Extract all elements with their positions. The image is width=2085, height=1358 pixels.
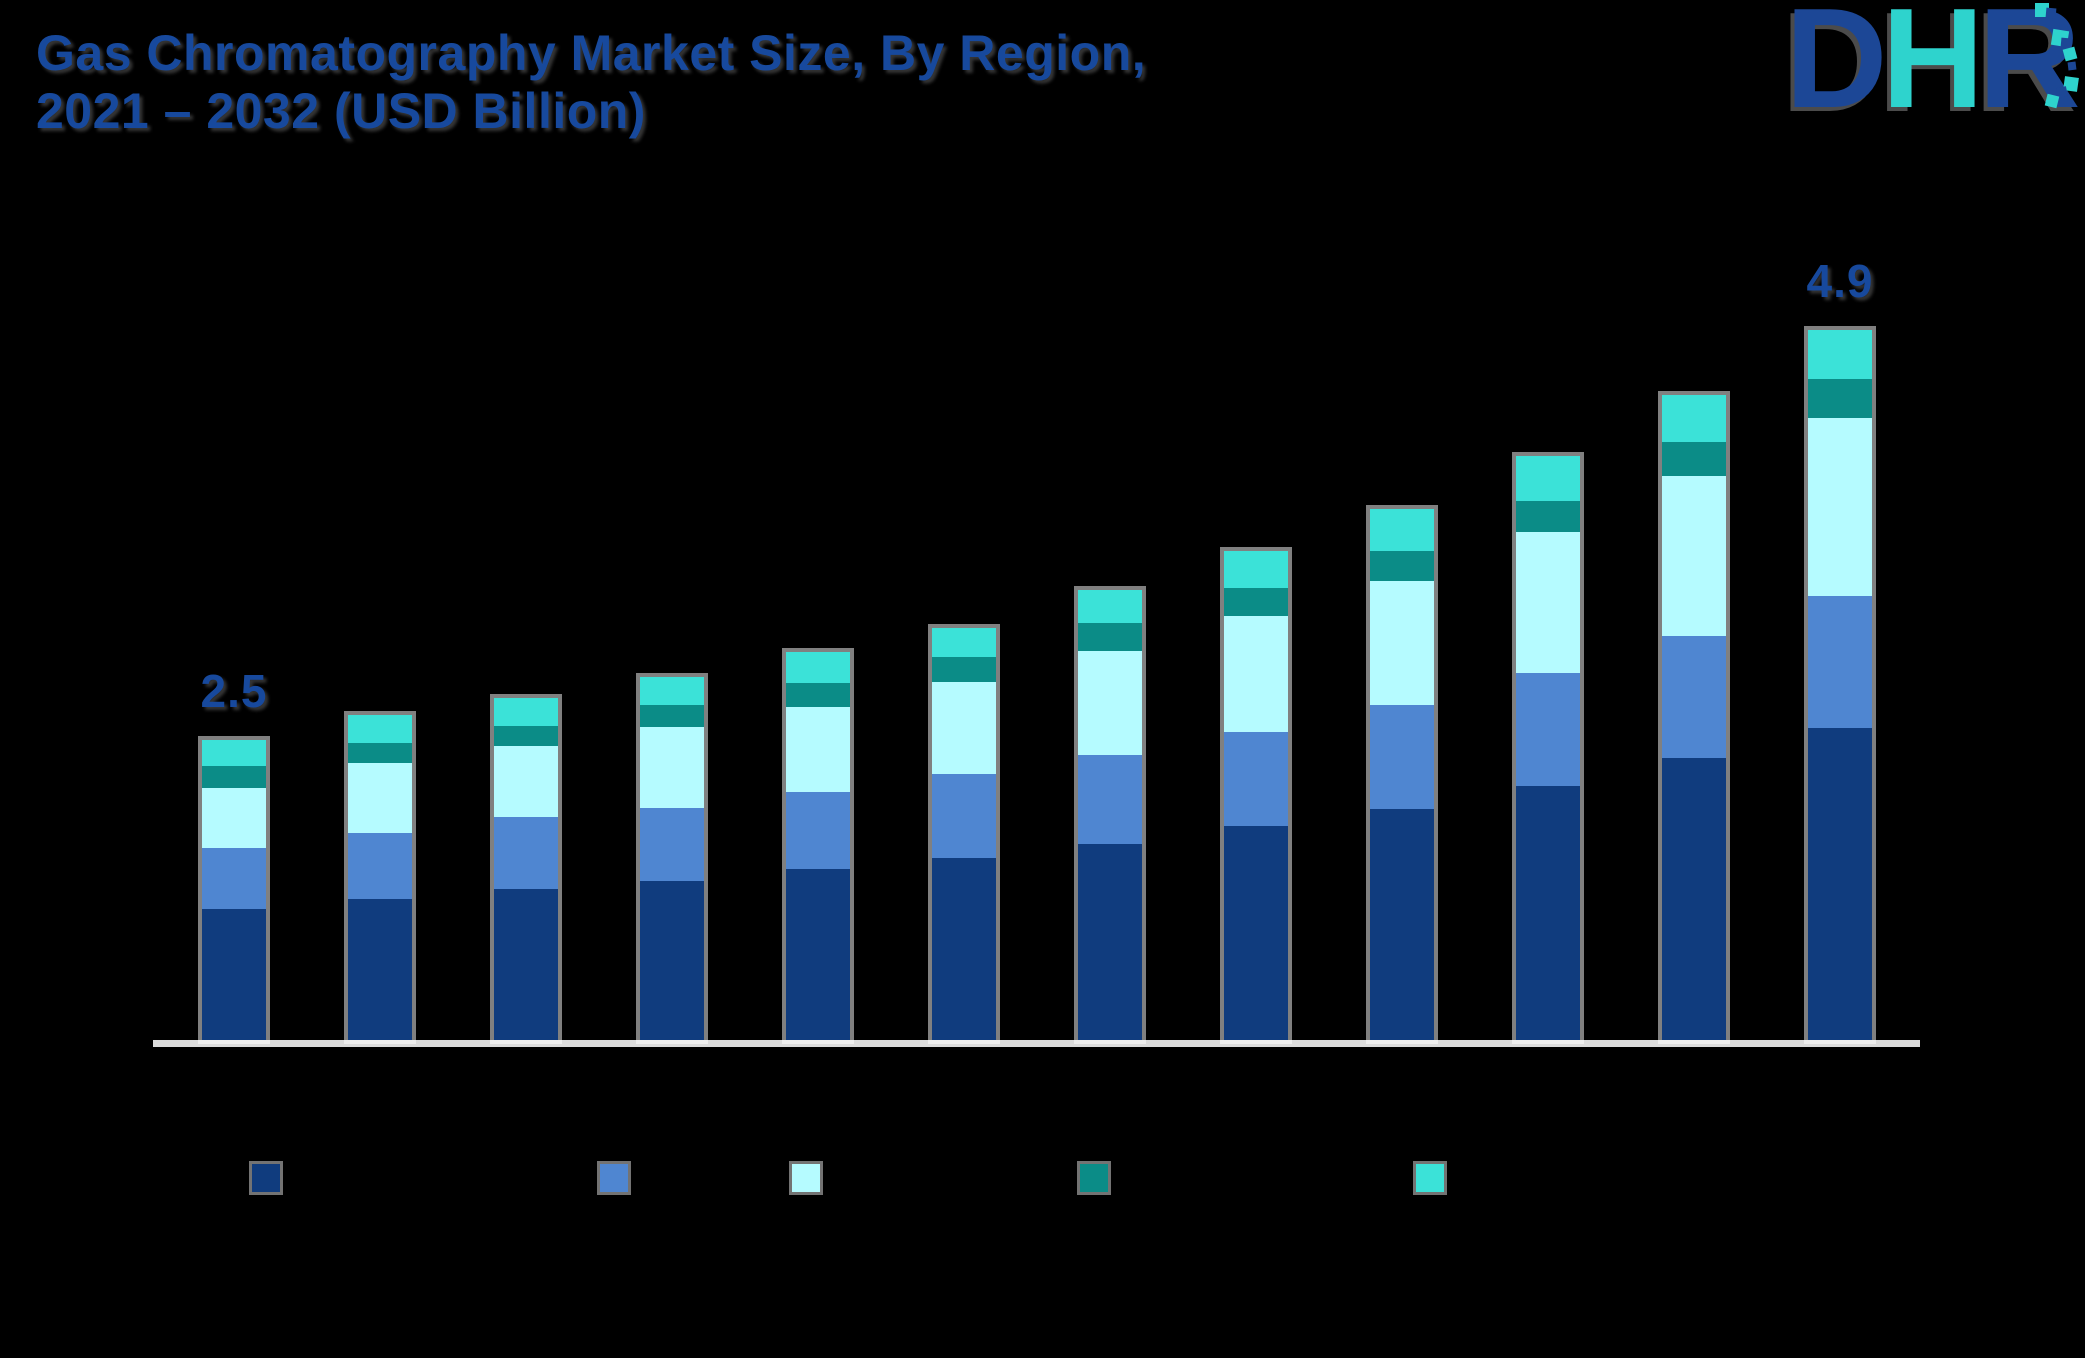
segment-navy (1224, 826, 1288, 1040)
segment-turquoise (1808, 330, 1872, 379)
title-line-2: 2021 – 2032 (USD Billion) (36, 83, 646, 139)
segment-turquoise (1662, 395, 1726, 442)
bar-2023 (494, 698, 558, 1040)
page-title: Gas Chromatography Market Size, By Regio… (36, 24, 1146, 140)
legend-swatch-turquoise (1416, 1164, 1444, 1192)
segment-pale-cyan (1662, 476, 1726, 636)
segment-teal (1662, 442, 1726, 476)
title-line-1: Gas Chromatography Market Size, By Regio… (36, 25, 1147, 81)
logo-dot-icon (2067, 61, 2077, 71)
brand-logo: DHR (1785, 0, 2085, 138)
segment-navy (494, 889, 558, 1040)
segment-pale-cyan (1078, 651, 1142, 755)
bar-2025 (786, 652, 850, 1040)
segment-pale-cyan (640, 727, 704, 808)
bar-2024 (640, 677, 704, 1040)
segment-pale-cyan (1370, 581, 1434, 705)
segment-teal (202, 766, 266, 788)
segment-pale-cyan (786, 707, 850, 792)
legend-swatch-medium-blue (600, 1164, 628, 1192)
segment-turquoise (1078, 590, 1142, 623)
segment-pale-cyan (932, 682, 996, 774)
segment-medium-blue (1078, 755, 1142, 844)
segment-navy (1370, 809, 1434, 1040)
segment-teal (494, 726, 558, 746)
segment-teal (786, 683, 850, 707)
segment-medium-blue (640, 808, 704, 881)
value-label-2021: 2.5 (200, 665, 268, 717)
segment-navy (348, 899, 412, 1040)
logo-dot-icon (2035, 3, 2049, 17)
segment-turquoise (1516, 456, 1580, 501)
segment-turquoise (640, 677, 704, 705)
bar-2022 (348, 715, 412, 1040)
legend-swatch-pale-cyan (792, 1164, 820, 1192)
segment-pale-cyan (1224, 616, 1288, 732)
segment-teal (640, 705, 704, 727)
segment-teal (932, 657, 996, 682)
x-axis-line (153, 1040, 1920, 1047)
segment-turquoise (348, 715, 412, 743)
segment-medium-blue (348, 833, 412, 899)
segment-medium-blue (1662, 636, 1726, 758)
segment-navy (1078, 844, 1142, 1040)
segment-pale-cyan (202, 788, 266, 848)
segment-teal (1078, 623, 1142, 651)
segment-turquoise (786, 652, 850, 683)
bar-2031 (1662, 395, 1726, 1040)
segment-turquoise (1370, 509, 1434, 551)
segment-pale-cyan (348, 763, 412, 833)
segment-teal (1370, 551, 1434, 581)
segment-pale-cyan (1516, 532, 1580, 673)
segment-navy (640, 881, 704, 1040)
logo-dot-icon (2045, 7, 2057, 19)
segment-navy (1516, 786, 1580, 1040)
segment-navy (786, 869, 850, 1040)
brand-logo-letters: DHR (1785, 0, 2085, 130)
segment-medium-blue (932, 774, 996, 858)
segment-medium-blue (494, 817, 558, 889)
segment-medium-blue (1808, 596, 1872, 728)
segment-turquoise (202, 740, 266, 766)
segment-teal (1224, 588, 1288, 616)
segment-teal (348, 743, 412, 763)
segment-medium-blue (1516, 673, 1580, 786)
value-label-2032: 4.9 (1806, 255, 1874, 307)
segment-pale-cyan (1808, 418, 1872, 596)
bar-2029 (1370, 509, 1434, 1040)
legend-swatch-navy (252, 1164, 280, 1192)
bars-container: 2.5 4.9 (201, 255, 1872, 1040)
bar-2026 (932, 628, 996, 1040)
segment-navy (1662, 758, 1726, 1040)
segment-turquoise (1224, 551, 1288, 588)
logo-letter-r: R (1978, 0, 2081, 138)
segment-turquoise (494, 698, 558, 726)
legend-swatch-teal (1080, 1164, 1108, 1192)
segment-pale-cyan (494, 746, 558, 817)
segment-teal (1808, 379, 1872, 418)
bar-2028 (1224, 551, 1288, 1040)
segment-medium-blue (1224, 732, 1288, 826)
segment-navy (932, 858, 996, 1040)
segment-navy (202, 909, 266, 1040)
segment-medium-blue (202, 848, 266, 909)
segment-medium-blue (1370, 705, 1434, 809)
bar-2027 (1078, 590, 1142, 1040)
segment-teal (1516, 501, 1580, 532)
segment-medium-blue (786, 792, 850, 869)
bar-2021: 2.5 (201, 665, 266, 1040)
logo-letter-h: H (1881, 0, 1985, 138)
segment-navy (1808, 728, 1872, 1040)
logo-letter-d: D (1785, 0, 1888, 138)
segment-turquoise (932, 628, 996, 657)
bar-2032: 4.9 (1807, 255, 1872, 1040)
bar-2030 (1516, 456, 1580, 1040)
